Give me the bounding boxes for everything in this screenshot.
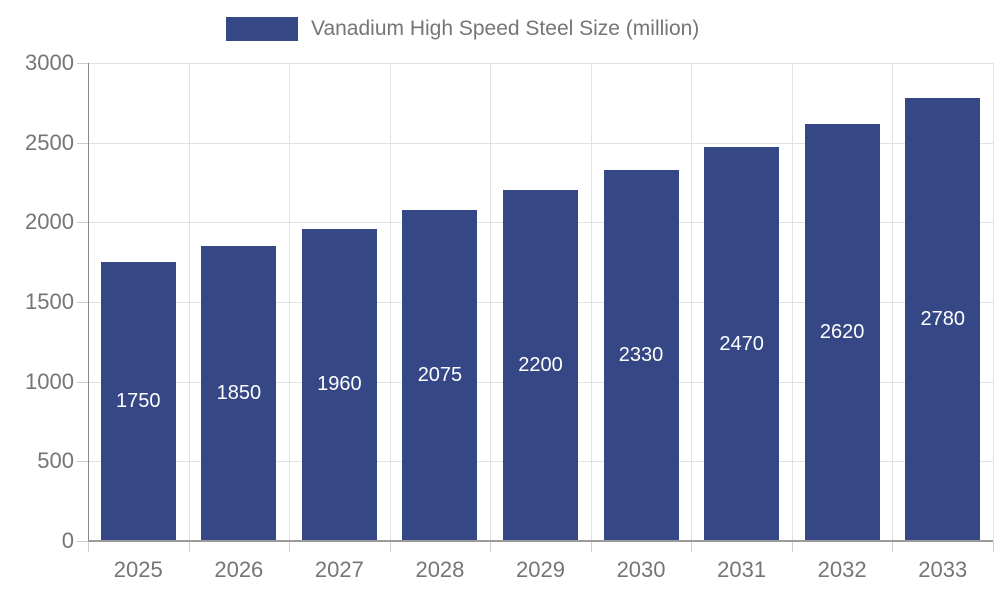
x-tick-mark	[892, 542, 893, 552]
bar-value-label: 1960	[317, 373, 362, 396]
bar-value-label: 2780	[920, 308, 965, 331]
v-gridline	[490, 63, 491, 541]
y-axis-line	[88, 63, 89, 541]
bar-value-label: 2200	[518, 354, 563, 377]
v-gridline	[993, 63, 994, 541]
v-gridline	[792, 63, 793, 541]
h-gridline	[88, 63, 993, 64]
bar-value-label: 2330	[618, 343, 664, 366]
bar-2027[interactable]: 1960	[301, 228, 377, 541]
v-gridline	[390, 63, 391, 541]
legend-swatch	[226, 17, 298, 41]
v-gridline	[892, 63, 893, 541]
x-tick-label: 2033	[918, 557, 968, 582]
bar-value-label: 2075	[417, 364, 463, 387]
x-tick-label: 2026	[214, 557, 264, 582]
bar-2033[interactable]: 2780	[905, 98, 981, 541]
legend-label: Vanadium High Speed Steel Size (million)	[311, 17, 700, 40]
y-tick-label: 1000	[25, 368, 74, 394]
v-gridline	[591, 63, 592, 541]
bar-value-label: 1750	[116, 390, 161, 413]
x-tick-mark	[792, 542, 793, 552]
y-tick-mark	[77, 461, 88, 463]
bar-2030[interactable]: 2330	[603, 169, 679, 541]
y-tick-label: 1500	[25, 289, 74, 314]
chart-legend[interactable]: Vanadium High Speed Steel Size (million)	[226, 17, 699, 41]
y-tick-label: 2000	[25, 209, 74, 235]
x-tick-mark	[189, 542, 190, 552]
v-gridline	[691, 63, 692, 541]
x-tick-mark	[289, 542, 290, 552]
x-tick-mark	[591, 542, 592, 552]
bar-value-label: 1850	[216, 382, 262, 405]
x-tick-label: 2028	[415, 557, 465, 582]
y-tick-mark	[77, 222, 88, 224]
x-axis-line	[88, 540, 993, 542]
h-gridline	[88, 142, 993, 144]
x-tick-mark	[691, 542, 692, 552]
y-tick-label: 2500	[25, 129, 74, 155]
bar-2028[interactable]: 2075	[402, 210, 478, 541]
y-tick-mark	[77, 302, 88, 303]
y-tick-label: 0	[61, 528, 74, 553]
x-tick-label: 2030	[616, 557, 666, 582]
y-tick-mark	[77, 63, 88, 64]
x-tick-label: 2027	[314, 557, 364, 582]
plot-area: 1750 1850 1960 2075 2200 2330 2470 2620 2780	[88, 63, 994, 541]
v-gridline	[289, 63, 290, 541]
y-tick-mark	[77, 541, 88, 542]
bar-value-label: 2470	[719, 332, 764, 355]
y-tick-mark	[77, 381, 88, 383]
bar-2031[interactable]: 2470	[704, 147, 780, 541]
x-tick-mark	[88, 542, 89, 552]
bar-2025[interactable]: 1750	[100, 262, 176, 541]
bar-2032[interactable]: 2620	[804, 123, 880, 541]
x-tick-label: 2032	[817, 557, 867, 582]
x-tick-label: 2031	[717, 557, 767, 582]
y-tick-label: 3000	[25, 50, 74, 75]
x-tick-mark	[993, 542, 994, 552]
x-tick-label: 2025	[113, 557, 163, 582]
x-tick-mark	[390, 542, 391, 552]
v-gridline	[189, 63, 190, 541]
y-tick-mark	[77, 142, 88, 144]
bar-2029[interactable]: 2200	[503, 190, 578, 541]
y-tick-label: 500	[37, 448, 74, 474]
x-tick-mark	[490, 542, 491, 552]
bar-value-label: 2620	[819, 320, 865, 343]
bar-2026[interactable]: 1850	[201, 246, 277, 541]
x-tick-label: 2029	[516, 557, 565, 582]
